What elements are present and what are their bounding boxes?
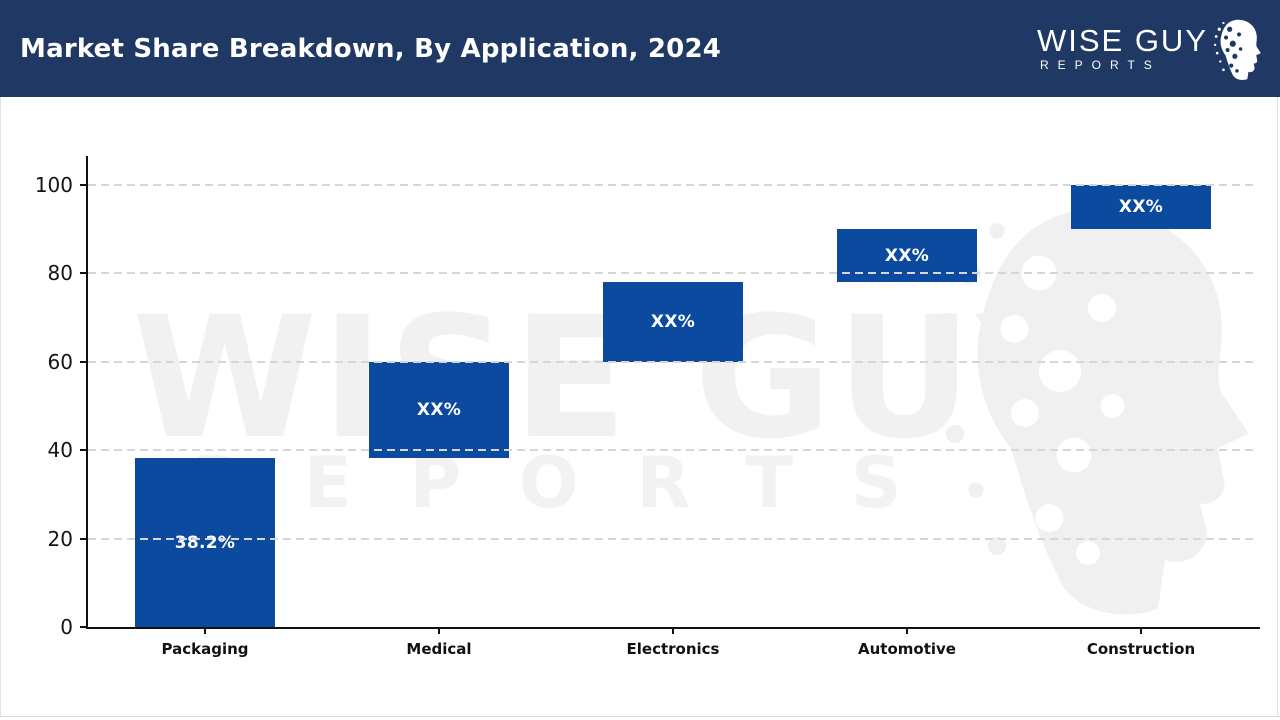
bar-medical: XX% bbox=[369, 361, 509, 459]
header-bar: Market Share Breakdown, By Application, … bbox=[0, 0, 1280, 97]
bar-electronics: XX% bbox=[603, 282, 743, 362]
figure-border-right bbox=[1277, 97, 1278, 716]
y-tick-mark-20 bbox=[80, 537, 88, 540]
x-tick-mark-automotive bbox=[906, 627, 908, 634]
x-tick-mark-medical bbox=[438, 627, 440, 634]
x-tick-mark-electronics bbox=[672, 627, 674, 634]
gridline-20 bbox=[88, 537, 1258, 540]
x-tick-mark-construction bbox=[1140, 627, 1142, 634]
x-category-label-electronics: Electronics bbox=[626, 640, 720, 658]
y-tick-label-0: 0 bbox=[60, 615, 73, 639]
y-tick-mark-40 bbox=[80, 449, 88, 452]
y-tick-label-60: 60 bbox=[47, 349, 73, 374]
bar-value-label-packaging: 38.2% bbox=[174, 532, 236, 553]
y-tick-label-100: 100 bbox=[34, 173, 73, 197]
logo-wordmark: WISE GUY bbox=[1036, 22, 1208, 58]
bar-construction: XX% bbox=[1071, 185, 1211, 230]
bar-value-label-electronics: XX% bbox=[650, 312, 696, 333]
gridline-80 bbox=[88, 272, 1258, 275]
x-tick-mark-packaging bbox=[204, 627, 206, 634]
y-tick-label-80: 80 bbox=[47, 261, 73, 286]
y-tick-mark-0 bbox=[80, 626, 88, 628]
y-tick-label-40: 40 bbox=[47, 438, 73, 463]
gridline-40 bbox=[88, 449, 1258, 452]
figure-border-left bbox=[0, 97, 1, 716]
bar-packaging: 38.2% bbox=[135, 458, 275, 627]
wiseguy-logo: WISE GUY REPORTS bbox=[1037, 9, 1264, 89]
chart-title: Market Share Breakdown, By Application, … bbox=[20, 33, 722, 64]
wiseguy-head-icon bbox=[1213, 19, 1261, 80]
y-tick-mark-100 bbox=[80, 184, 88, 186]
y-tick-mark-80 bbox=[80, 272, 88, 275]
gridline-60 bbox=[88, 360, 1258, 363]
logo-text: WISE GUY REPORTS bbox=[1036, 22, 1208, 73]
x-category-label-packaging: Packaging bbox=[161, 640, 249, 658]
x-category-label-medical: Medical bbox=[406, 640, 472, 658]
figure-border-bottom bbox=[0, 716, 1280, 717]
bar-value-label-automotive: XX% bbox=[884, 245, 930, 266]
plot-area: 0 20 40 60 80 100 38.2% Packaging XX% Medical XX% E… bbox=[35, 156, 1260, 658]
logo-subtitle: REPORTS bbox=[1039, 58, 1161, 73]
bar-value-label-construction: XX% bbox=[1118, 197, 1164, 218]
x-category-label-construction: Construction bbox=[1086, 640, 1196, 658]
bar-value-label-medical: XX% bbox=[416, 399, 462, 420]
x-category-label-automotive: Automotive bbox=[858, 640, 956, 658]
y-tick-mark-60 bbox=[80, 360, 88, 363]
gridline-100 bbox=[88, 184, 1258, 186]
y-tick-label-20: 20 bbox=[47, 526, 73, 551]
y-axis-line bbox=[86, 156, 88, 629]
